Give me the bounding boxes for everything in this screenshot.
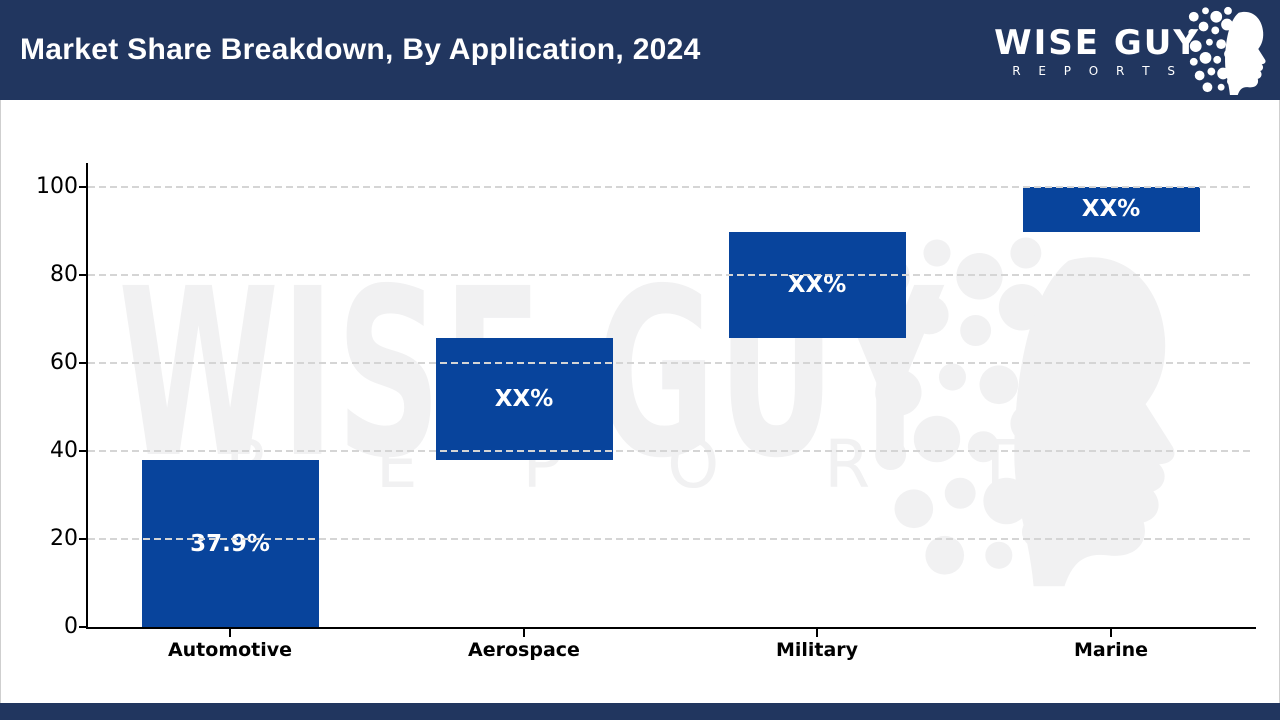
- y-axis-spine: [86, 163, 88, 629]
- logo-face-icon: [1188, 6, 1266, 96]
- bar-military: XX%: [728, 231, 906, 338]
- y-tick-80: [79, 274, 87, 276]
- x-category-label: Marine: [1073, 639, 1149, 661]
- y-tick-40: [79, 450, 87, 452]
- y-tick-60: [79, 362, 87, 364]
- y-tick-label-40: 40: [50, 438, 78, 463]
- footer-bar: [0, 703, 1280, 720]
- gridline-80: [88, 274, 1252, 276]
- wise-guy-reports-logo: WISE GUY R E P O R T S: [994, 3, 1280, 97]
- bar-value-label: 37.9%: [190, 530, 270, 557]
- watermark-face-dots: [869, 237, 1175, 587]
- bar-automotive: 37.9%: [141, 460, 319, 627]
- gridline-100: [88, 186, 1252, 188]
- x-tick-military: [816, 629, 818, 637]
- y-tick-label-80: 80: [50, 262, 78, 287]
- x-category-label: Military: [775, 639, 859, 661]
- gridline-40: [88, 450, 1252, 452]
- bar-aerospace: XX%: [435, 337, 613, 461]
- y-tick-20: [79, 538, 87, 540]
- gridline-20: [88, 538, 1252, 540]
- y-tick-0: [79, 626, 87, 628]
- x-tick-aerospace: [523, 629, 525, 637]
- bar-value-label: XX%: [787, 271, 847, 298]
- chart-title: Market Share Breakdown, By Application, …: [20, 33, 701, 66]
- x-category-label: Aerospace: [468, 639, 580, 661]
- y-tick-label-0: 0: [64, 614, 78, 639]
- bar-value-label: XX%: [1081, 196, 1141, 223]
- logo-wordmark: WISE GUY: [994, 22, 1200, 63]
- x-tick-marine: [1110, 629, 1112, 637]
- y-tick-label-20: 20: [50, 526, 78, 551]
- bar-value-label: XX%: [494, 386, 554, 413]
- x-axis-spine: [86, 627, 1256, 629]
- y-tick-label-100: 100: [36, 174, 78, 199]
- x-category-label: Automotive: [167, 639, 293, 661]
- header-bar: Market Share Breakdown, By Application, …: [0, 0, 1280, 100]
- logo-subtitle: R E P O R T S: [1012, 63, 1182, 78]
- gridline-60: [88, 362, 1252, 364]
- y-tick-label-60: 60: [50, 350, 78, 375]
- logo-text: WISE GUY R E P O R T S: [994, 23, 1200, 78]
- y-tick-100: [79, 186, 87, 188]
- bar-marine: XX%: [1022, 187, 1200, 232]
- x-tick-automotive: [229, 629, 231, 637]
